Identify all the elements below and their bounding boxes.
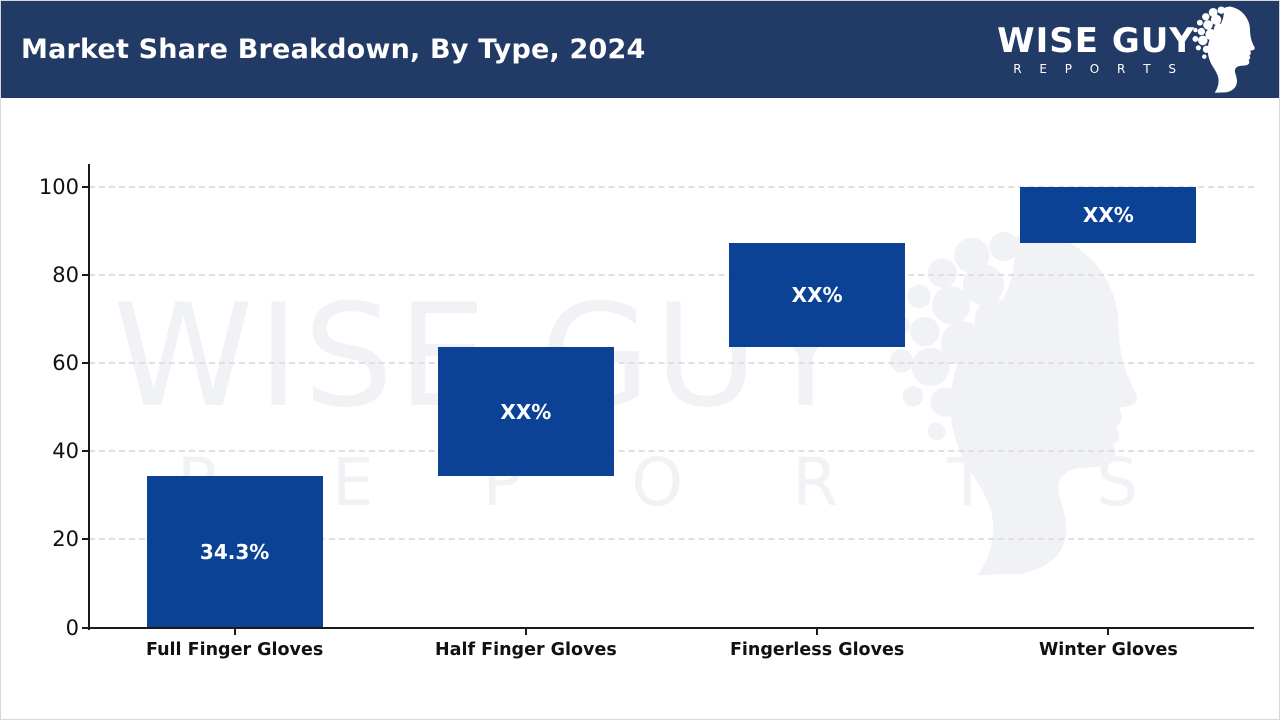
y-tick-label: 60 bbox=[52, 350, 79, 375]
brand-name: WISE GUY bbox=[997, 20, 1195, 61]
x-tick-mark bbox=[816, 628, 819, 635]
y-tick-label: 40 bbox=[52, 439, 79, 464]
bar-2: XX% bbox=[437, 347, 614, 477]
y-tick-mark bbox=[82, 626, 89, 629]
y-axis bbox=[88, 164, 90, 630]
gridline bbox=[89, 185, 1254, 188]
y-tick-label: 20 bbox=[52, 527, 79, 552]
brand-logo: WISE GUY R E P O R T S bbox=[997, 5, 1263, 95]
gridline bbox=[89, 450, 1254, 453]
y-tick-label: 0 bbox=[65, 615, 79, 640]
y-tick-mark bbox=[82, 538, 89, 541]
y-tick-label: 100 bbox=[38, 174, 79, 199]
x-tick-mark bbox=[524, 628, 527, 635]
x-category-label: Half Finger Gloves bbox=[434, 639, 617, 660]
y-tick-mark bbox=[82, 273, 89, 276]
figure-header: Market Share Breakdown, By Type, 2024 WI… bbox=[1, 1, 1279, 98]
x-category-label: Full Finger Gloves bbox=[146, 639, 324, 660]
bar-value-label: XX% bbox=[791, 282, 843, 307]
bar-4: XX% bbox=[1020, 186, 1197, 243]
plot: 0 20 40 60 80 100 34.3% Full Finger Gloves XX% Ha… bbox=[1, 98, 1279, 719]
bar-value-label: XX% bbox=[500, 399, 552, 424]
x-tick-mark bbox=[1107, 628, 1110, 635]
head-profile-dots-icon bbox=[1181, 5, 1263, 95]
brand-wordmark: WISE GUY R E P O R T S bbox=[997, 24, 1195, 76]
x-tick-mark bbox=[233, 628, 236, 635]
chart-title: Market Share Breakdown, By Type, 2024 bbox=[21, 34, 646, 65]
bar-1: 34.3% bbox=[146, 476, 323, 628]
chart-area: WISE GUY R E P O R T S 0 20 40 60 80 100 34.3%… bbox=[1, 98, 1279, 719]
y-tick-label: 80 bbox=[52, 262, 79, 287]
x-category-label: Fingerless Gloves bbox=[729, 639, 905, 660]
gridline bbox=[89, 538, 1254, 541]
x-axis bbox=[88, 626, 1254, 629]
brand-subtitle: R E P O R T S bbox=[1013, 61, 1183, 76]
bar-value-label: XX% bbox=[1082, 202, 1134, 227]
gridline bbox=[89, 361, 1254, 364]
x-category-label: Winter Gloves bbox=[1038, 639, 1178, 660]
gridline bbox=[89, 273, 1254, 276]
y-tick-mark bbox=[82, 185, 89, 188]
y-tick-mark bbox=[82, 450, 89, 453]
bar-3: XX% bbox=[729, 242, 906, 347]
y-tick-mark bbox=[82, 361, 89, 364]
bar-value-label: 34.3% bbox=[199, 539, 270, 564]
